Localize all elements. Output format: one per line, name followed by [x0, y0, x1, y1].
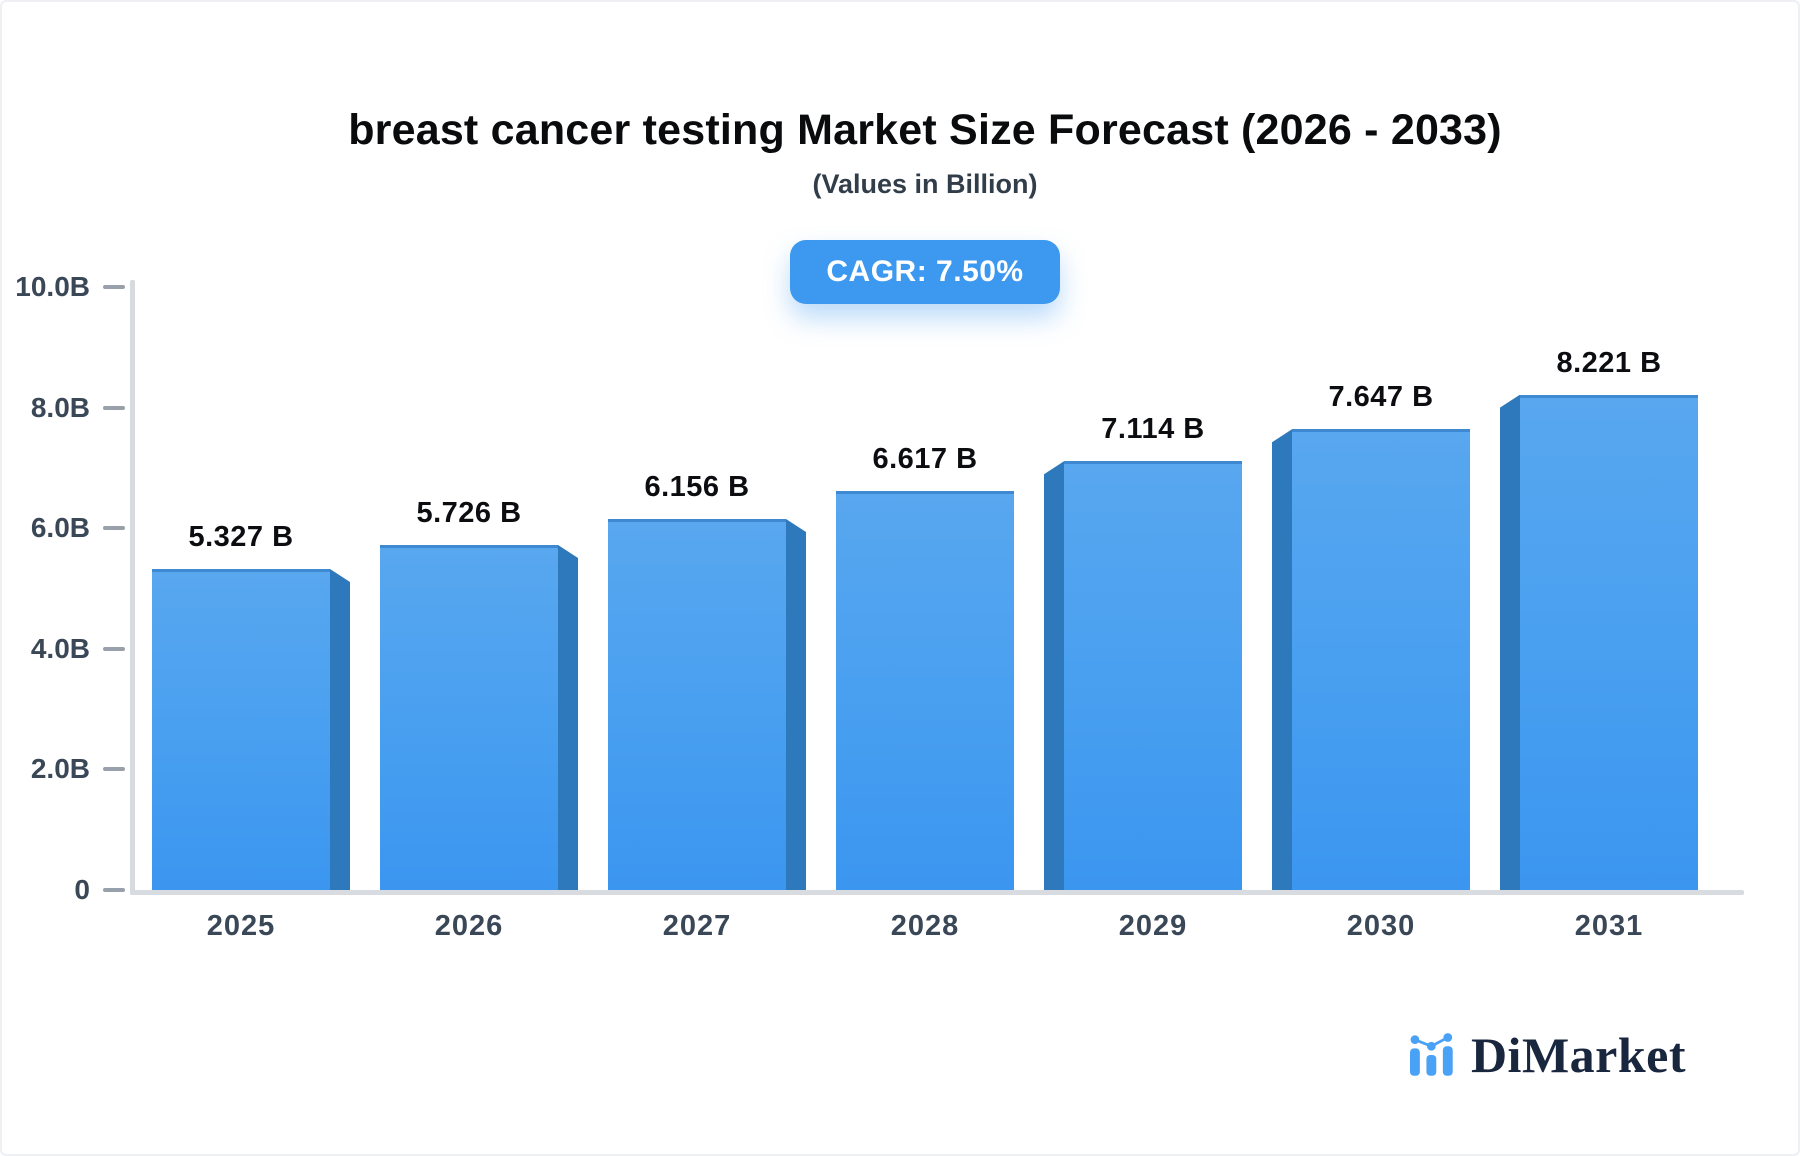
y-tick-label-0: 0 — [74, 874, 90, 905]
bar-side-face-2031 — [1500, 394, 1520, 890]
bar-value-label-2025: 5.327 B — [188, 520, 294, 553]
bar-value-label-2028: 6.617 B — [872, 443, 978, 476]
y-axis-line — [130, 280, 135, 895]
bar-side-face-2030 — [1272, 429, 1292, 890]
y-tick-label-6.0B: 6.0B — [30, 512, 90, 544]
dimarket-logo-icon — [1409, 1033, 1453, 1076]
x-tick-label-2029: 2029 — [1118, 910, 1188, 942]
y-tick-label-2.0B: 2.0B — [30, 753, 90, 785]
chart-subtitle: (Values in Billion) — [812, 169, 1038, 199]
bar-side-face-2029 — [1044, 461, 1064, 890]
x-tick-label-2028: 2028 — [890, 910, 960, 942]
brand-name: DiMarket — [1470, 1027, 1686, 1083]
bar-side-face-2025 — [330, 568, 350, 890]
bar-2031 — [1520, 394, 1698, 890]
bar-value-label-2030: 7.647 B — [1328, 381, 1434, 414]
y-tick-mark — [103, 526, 125, 531]
y-tick-mark — [103, 767, 125, 772]
bar-value-label-2031: 8.221 B — [1556, 346, 1662, 379]
y-tick-mark — [103, 646, 125, 651]
x-tick-label-2027: 2027 — [662, 910, 732, 942]
x-axis-line — [130, 890, 1744, 895]
y-tick-label-8.0B: 8.0B — [30, 391, 90, 423]
y-tick-label-10.0B: 10.0B — [15, 271, 90, 303]
bar-value-label-2027: 6.156 B — [644, 471, 750, 504]
bar-side-face-2026 — [558, 544, 578, 890]
cagr-badge: CAGR: 7.50% — [790, 240, 1060, 304]
x-tick-label-2025: 2025 — [206, 910, 276, 942]
y-tick-mark — [103, 405, 125, 410]
bar-2025 — [152, 568, 330, 890]
bar-value-label-2026: 5.726 B — [416, 496, 522, 529]
bar-2029 — [1064, 461, 1242, 890]
bar-value-label-2029: 7.114 B — [1101, 413, 1205, 446]
chart-header: breast cancer testing Market Size Foreca… — [52, 106, 1798, 304]
bar-2026 — [380, 544, 558, 890]
y-tick-label-4.0B: 4.0B — [30, 632, 90, 664]
x-tick-label-2030: 2030 — [1346, 910, 1416, 942]
bar-side-face-2027 — [786, 519, 806, 890]
brand-logo: DiMarket — [1409, 1026, 1686, 1084]
bar-2027 — [608, 519, 786, 890]
y-tick-mark — [103, 285, 125, 290]
bar-2028 — [836, 491, 1014, 890]
chart-title: breast cancer testing Market Size Foreca… — [348, 106, 1502, 154]
x-tick-label-2026: 2026 — [434, 910, 504, 942]
y-tick-mark — [103, 888, 125, 892]
x-tick-label-2031: 2031 — [1574, 910, 1644, 942]
bar-2030 — [1292, 429, 1470, 890]
